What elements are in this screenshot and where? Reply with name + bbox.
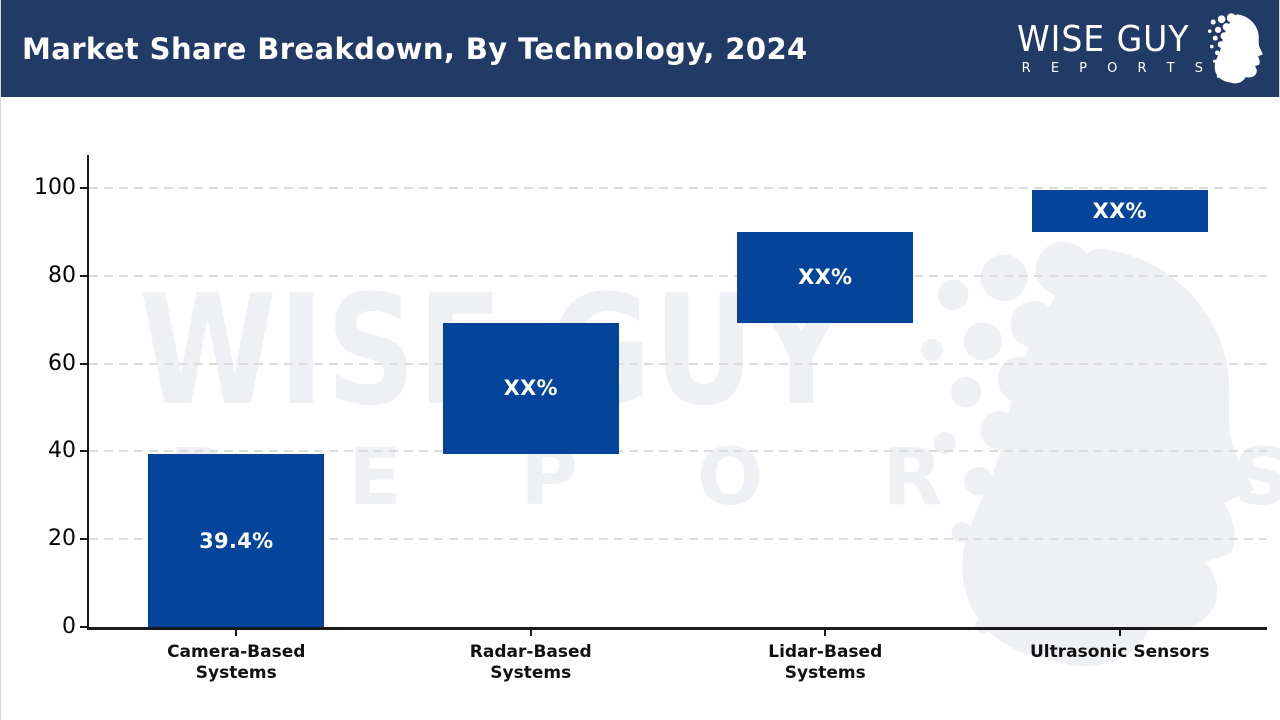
gridline-80	[89, 274, 1267, 277]
y-tick-label-60: 60	[48, 350, 76, 376]
bar-segment: XX%	[737, 231, 914, 323]
category-label: Ultrasonic Sensors	[1029, 642, 1210, 662]
category-label: Radar-Based Systems	[469, 642, 592, 684]
bar-segment: 39.4%	[148, 454, 325, 627]
wiseguy-head-icon	[1207, 12, 1263, 83]
bar-value-label: XX%	[798, 265, 853, 290]
x-tick-3	[1118, 627, 1121, 636]
logo-subtext: R E P O R T S	[1021, 60, 1211, 76]
y-tick-0	[80, 626, 89, 628]
y-tick-label-0: 0	[62, 614, 76, 639]
y-tick-100	[80, 187, 89, 189]
bar-value-label: XX%	[503, 376, 558, 401]
x-tick-0	[235, 627, 238, 636]
header: Market Share Breakdown, By Technology, 2…	[1, 0, 1279, 97]
y-tick-80	[80, 274, 89, 277]
logo-text: WISE GUY R E P O R T S	[1016, 18, 1211, 76]
category-label: Camera-Based Systems	[167, 642, 306, 684]
chart-area: WISE GUY R E P O R T S 0 20 40 60 80 100 39.4%…	[1, 97, 1280, 720]
bar-value-label: 39.4%	[199, 528, 274, 553]
y-tick-label-80: 80	[48, 262, 76, 288]
category-label: Lidar-Based Systems	[768, 642, 883, 684]
y-tick-label-100: 100	[34, 175, 76, 200]
y-tick-20	[80, 538, 89, 541]
y-axis-spine	[87, 155, 89, 630]
bar-value-label: XX%	[1092, 199, 1147, 224]
x-tick-1	[529, 627, 532, 636]
y-tick-label-20: 20	[48, 526, 76, 552]
x-axis-spine	[87, 627, 1267, 630]
y-tick-60	[80, 362, 89, 365]
y-tick-40	[80, 450, 89, 453]
gridline-40	[89, 450, 1267, 453]
y-tick-label-40: 40	[48, 438, 76, 464]
x-tick-2	[824, 627, 827, 636]
gridline-60	[89, 362, 1267, 365]
wiseguy-logo: WISE GUY R E P O R T S	[1017, 9, 1279, 89]
chart-title: Market Share Breakdown, By Technology, 2…	[22, 31, 808, 66]
gridline-100	[89, 187, 1267, 189]
logo-wordmark: WISE GUY	[1016, 18, 1190, 60]
bar-segment: XX%	[442, 322, 619, 455]
plot: 0 20 40 60 80 100 39.4% Camera-Based Systems XX%…	[1, 97, 1280, 720]
bar-segment: XX%	[1031, 190, 1208, 232]
gridline-20	[89, 538, 1267, 541]
